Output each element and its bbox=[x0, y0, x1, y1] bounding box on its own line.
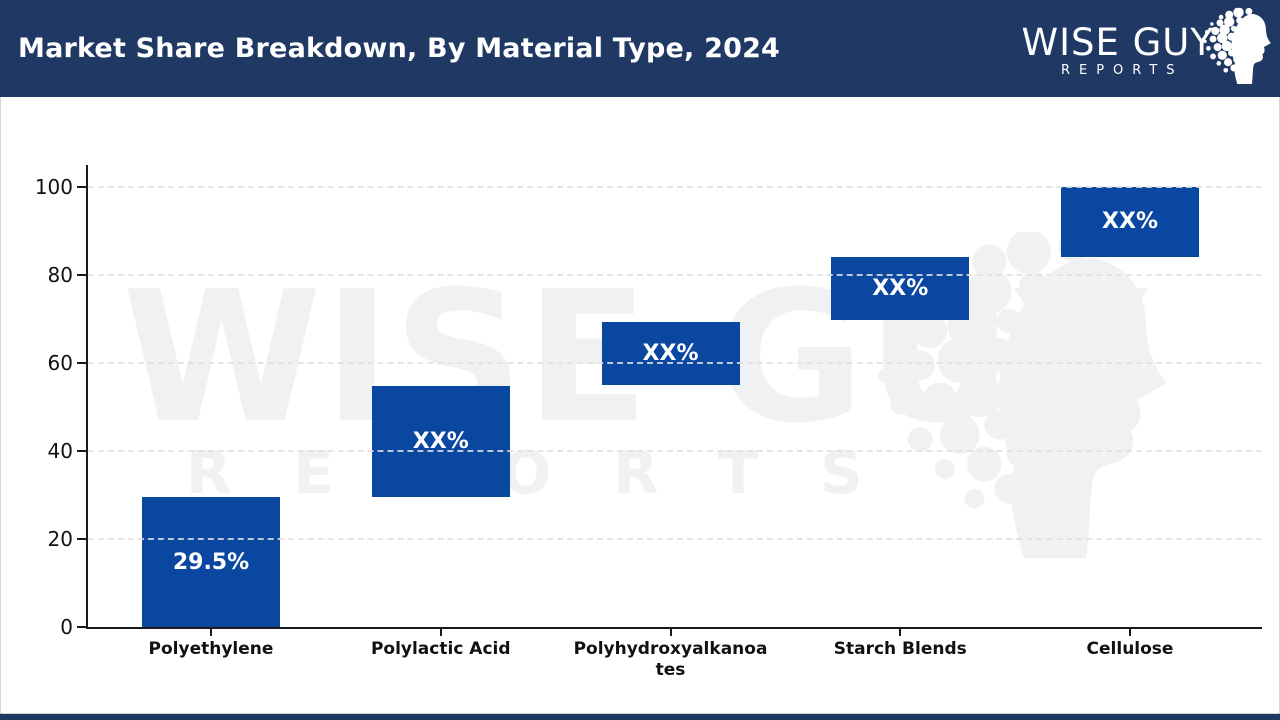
y-axis-tick bbox=[77, 538, 86, 540]
y-axis-label: 0 bbox=[60, 615, 73, 639]
bar-polylactic-acid: XX% bbox=[371, 385, 510, 498]
logo-subtitle: REPORTS bbox=[1060, 63, 1184, 78]
footer-divider bbox=[0, 713, 1280, 714]
x-axis-label: Cellulose bbox=[1086, 639, 1174, 659]
wiseguy-logo: WISE GUY REPORTS bbox=[1022, 6, 1272, 86]
x-axis-label: Starch Blends bbox=[833, 639, 967, 659]
x-axis-tick bbox=[1129, 627, 1131, 636]
y-axis-spine bbox=[86, 165, 88, 629]
watermark-subtitle: REPORTS bbox=[186, 438, 925, 507]
x-axis-label: Polyethylene bbox=[148, 639, 274, 659]
x-axis-tick bbox=[669, 627, 672, 636]
y-axis-tick bbox=[77, 626, 86, 628]
x-axis-tick bbox=[439, 627, 442, 636]
gridline-100 bbox=[88, 186, 1262, 188]
gridline-20 bbox=[88, 538, 1262, 540]
bar-polyhydroxyalkanoates: XX% bbox=[601, 321, 740, 385]
gridline-80 bbox=[88, 274, 1262, 276]
bar-value-label: 29.5% bbox=[172, 549, 250, 575]
bar-polyethylene: 29.5% bbox=[142, 497, 280, 627]
header-bar: Market Share Breakdown, By Material Type… bbox=[0, 0, 1280, 97]
y-axis-tick bbox=[77, 186, 86, 188]
page-title: Market Share Breakdown, By Material Type… bbox=[18, 33, 781, 64]
y-axis-tick bbox=[77, 362, 86, 364]
x-axis-spine bbox=[86, 627, 1262, 629]
gridline-60 bbox=[88, 362, 1262, 364]
bar-value-label: XX% bbox=[642, 340, 699, 366]
bar-starch-blends: XX% bbox=[831, 257, 970, 321]
footer-bar bbox=[0, 714, 1280, 720]
x-axis-label: Polyhydroxyalkanoa tes bbox=[573, 639, 768, 680]
logo-title: WISE GUY bbox=[1021, 21, 1214, 64]
bar-cellulose: XX% bbox=[1061, 187, 1199, 257]
bar-value-label: XX% bbox=[872, 276, 929, 302]
gridline-40 bbox=[88, 450, 1262, 452]
logo-wordmark: WISE GUY REPORTS bbox=[1021, 21, 1214, 79]
x-axis-tick bbox=[899, 627, 902, 636]
y-axis-tick bbox=[77, 274, 86, 276]
y-axis-label: 60 bbox=[47, 351, 73, 375]
bar-value-label: XX% bbox=[412, 429, 469, 455]
y-axis-label: 40 bbox=[47, 439, 73, 463]
logo-face-icon bbox=[1198, 6, 1272, 86]
y-axis-label: 100 bbox=[34, 175, 73, 199]
y-axis-tick bbox=[77, 450, 86, 452]
bar-value-label: XX% bbox=[1102, 209, 1158, 235]
x-axis-tick bbox=[210, 627, 212, 636]
y-axis-label: 80 bbox=[47, 263, 73, 287]
y-axis-label: 20 bbox=[47, 527, 73, 551]
x-axis-label: Polylactic Acid bbox=[370, 639, 511, 659]
